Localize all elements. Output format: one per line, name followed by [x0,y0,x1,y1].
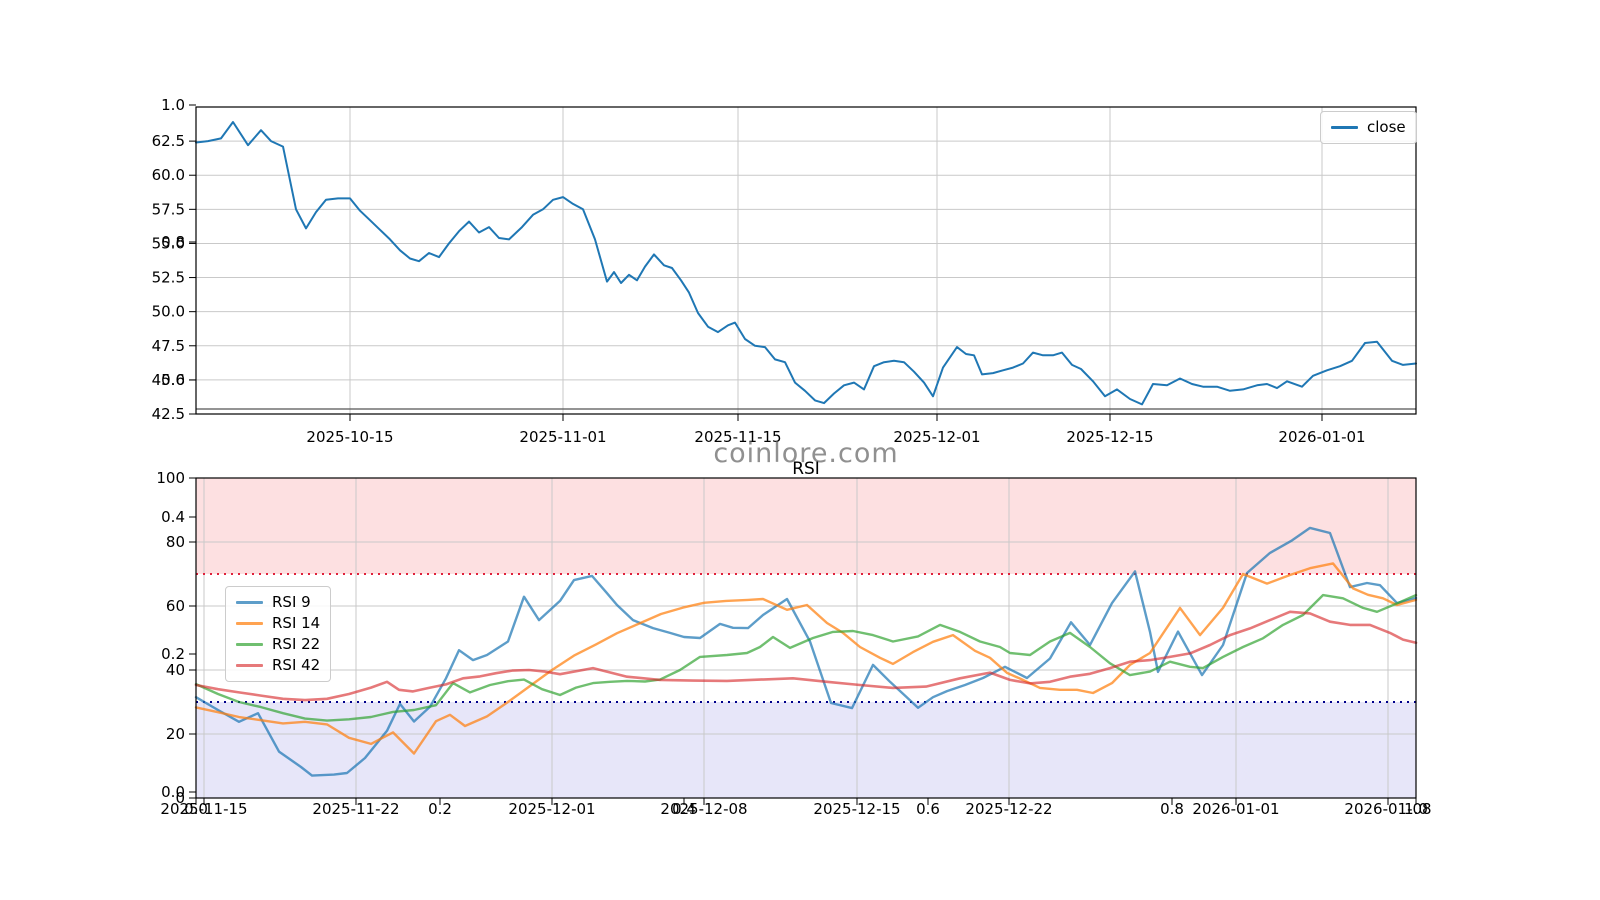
x-tick-label: 2025-12-01 [508,800,595,818]
x-tick-label: 2025-12-15 [813,800,900,818]
legend-item-close: close [1331,117,1406,138]
overlay-x-tick-label: 0.2 [428,800,452,818]
overbought-zone [196,478,1416,574]
y-tick-label: 52.5 [152,269,185,287]
series-close [195,121,1417,406]
price-chart: 2025-10-15 2025-11-01 2025-11-15 2025-12-01… [152,106,1417,446]
legend-label-rsi42: RSI 42 [272,656,321,674]
legend-close: close [1320,111,1417,144]
rsi42-line-swatch [236,664,263,667]
overlay-y-tick-label: 0.2 [161,645,185,663]
x-tick-label: 2026-01-01 [1278,428,1365,446]
x-tick-label: 2025-11-15 [694,428,781,446]
y-tick-label: 42.5 [152,405,185,423]
y-tick-label: 55.0 [152,234,185,252]
x-tick-label: 2025-11-15 [160,800,247,818]
overlay-axis: 1.0 0.8 0.6 0.4 0.2 0.00.0 0.2 0.4 0.6 0.8 1.0 [161,96,1428,818]
legend-item-rsi14: RSI 14 [236,613,320,634]
x-tick-label: 2026-01-08 [1344,800,1431,818]
oversold-zone [196,702,1416,798]
axes-frame [195,106,1417,415]
legend-item-rsi22: RSI 22 [236,634,320,655]
x-tick-label: 2026-01-01 [1192,800,1279,818]
watermark: coinlore.com [713,438,899,469]
y-tick-label: 100 [156,469,185,487]
x-tick-label: 2025-11-22 [312,800,399,818]
overlay-y-tick-label: 0.0 [161,783,185,801]
legend-item-rsi42: RSI 42 [236,655,320,676]
x-tick-label: 2025-10-15 [306,428,393,446]
rsi-chart-title: RSI [792,459,820,479]
rsi14-line-swatch [236,622,263,625]
rsi-chart: 2025-11-15 2025-11-22 2025-12-01 2025-12-08… [156,469,1431,818]
y-tick-label: 57.5 [152,200,185,218]
x-tick-label: 2025-12-08 [660,800,747,818]
series-rsi-42 [194,610,1418,702]
y-tick-label: 62.5 [152,132,185,150]
legend-label-rsi22: RSI 22 [272,635,321,653]
rsi9-line-swatch [236,601,263,604]
overlay-y-tick-label: 0.8 [161,233,185,251]
overlay-x-tick-label: 0.6 [916,800,940,818]
legend-item-rsi9: RSI 9 [236,592,320,613]
y-tick-label: 45.0 [152,371,185,389]
overlay-x-tick-label: 0.8 [1160,800,1184,818]
overlay-x-tick-label: 0.4 [672,800,696,818]
overlay-y-tick-label: 0.6 [161,371,185,389]
legend-label-rsi9: RSI 9 [272,593,311,611]
overlay-x-tick-label: 1.0 [1404,800,1428,818]
y-tick-label: 60.0 [152,166,185,184]
overlay-y-tick-label: 0.4 [161,508,185,526]
y-tick-label: 0 [175,789,185,807]
x-tick-label: 2025-11-01 [519,428,606,446]
overlay-y-tick-label: 1.0 [161,96,185,114]
y-tick-label: 20 [166,725,185,743]
series-rsi-22 [194,593,1418,722]
series-rsi-14 [194,562,1418,755]
y-tick-label: 60 [166,597,185,615]
x-tick-label: 2025-12-01 [893,428,980,446]
overlay-x-tick-label: 0.0 [184,800,208,818]
y-tick-label: 47.5 [152,337,185,355]
axes-frame [195,477,1417,799]
x-tick-label: 2025-12-22 [965,800,1052,818]
y-tick-label: 50.0 [152,303,185,321]
close-line-swatch [1331,126,1358,129]
y-tick-label: 80 [166,533,185,551]
legend-label-rsi14: RSI 14 [272,614,321,632]
x-tick-label: 2025-12-15 [1066,428,1153,446]
rsi22-line-swatch [236,643,263,646]
y-tick-label: 40 [166,661,185,679]
legend-label-close: close [1367,118,1406,136]
legend-rsi: RSI 9 RSI 14 RSI 22 RSI 42 [225,586,332,682]
